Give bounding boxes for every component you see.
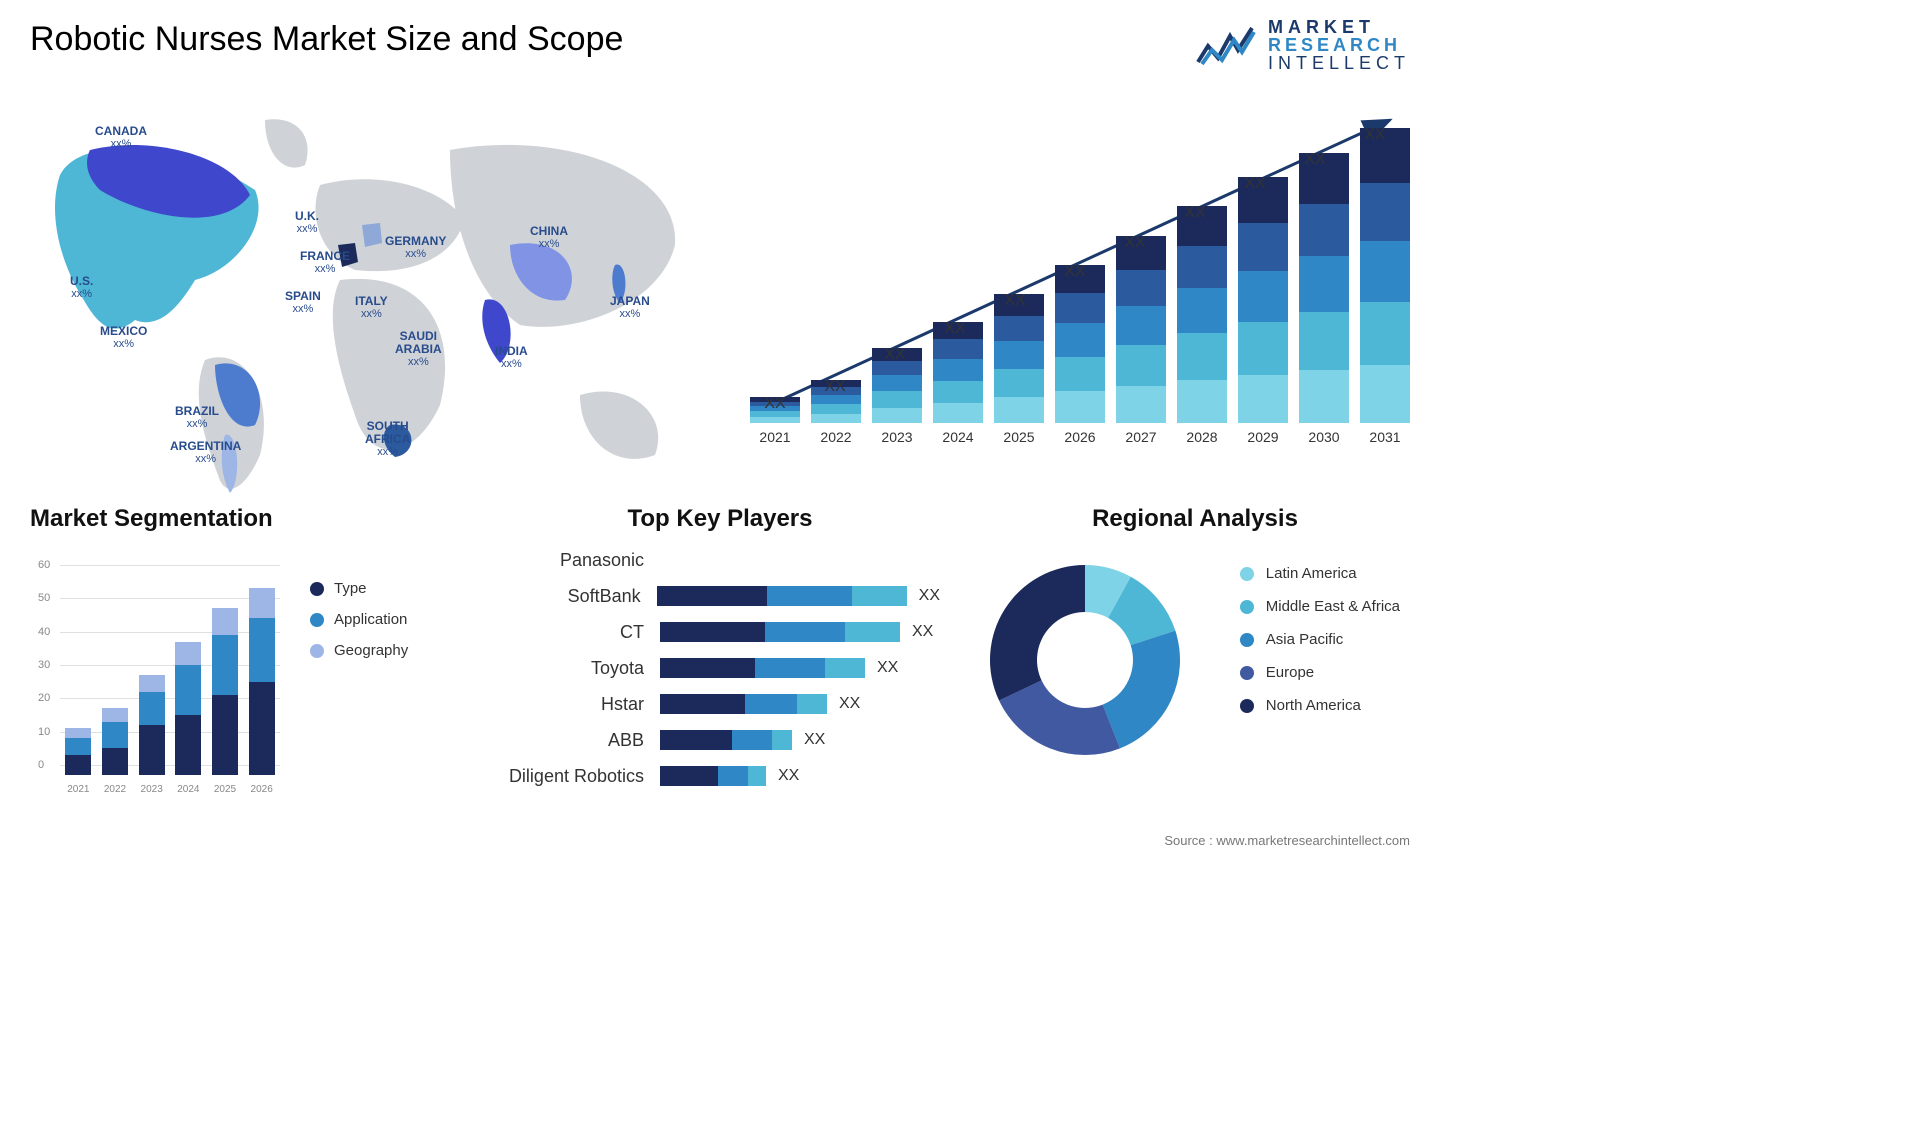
- segmentation-chart: 0102030405060202120222023202420252026: [30, 555, 280, 795]
- source-credit: Source : www.marketresearchintellect.com: [1164, 833, 1410, 848]
- map-label-india: INDIAxx%: [495, 345, 528, 370]
- ra-legend-middle-east-africa: Middle East & Africa: [1240, 598, 1400, 615]
- growth-chart: 2021202220232024202520262027202820292030…: [750, 105, 1410, 475]
- seg-bar-2026: [249, 588, 275, 775]
- map-label-france: FRANCExx%: [300, 250, 350, 275]
- map-label-germany: GERMANYxx%: [385, 235, 446, 260]
- seg-bar-2025: [212, 608, 238, 775]
- map-label-mexico: MEXICOxx%: [100, 325, 147, 350]
- map-label-south-africa: SOUTHAFRICAxx%: [365, 420, 410, 458]
- growth-bar-2025: 2025: [994, 294, 1044, 445]
- ra-legend-north-america: North America: [1240, 697, 1400, 714]
- growth-bar-2030: 2030: [1299, 153, 1349, 445]
- donut-seg-north-america: [990, 565, 1085, 700]
- ra-legend-latin-america: Latin America: [1240, 565, 1400, 582]
- growth-bar-2029: 2029: [1238, 177, 1288, 445]
- map-label-spain: SPAINxx%: [285, 290, 321, 315]
- kp-row-diligent-robotics: Diligent RoboticsXX: [500, 763, 940, 789]
- seg-bar-2022: [102, 708, 128, 775]
- regional-legend: Latin America Middle East & Africa Asia Pa…: [1240, 565, 1400, 730]
- growth-bar-2026: 2026: [1055, 265, 1105, 445]
- key-players-panel: Top Key Players Panasonic SoftBankXX CTXX T…: [500, 505, 940, 805]
- regional-donut-chart: [980, 555, 1190, 765]
- map-label-china: CHINAxx%: [530, 225, 568, 250]
- logo-line2: RESEARCH: [1268, 36, 1410, 54]
- kp-row-hstar: HstarXX: [500, 691, 940, 717]
- seg-legend-type: Type: [310, 580, 408, 597]
- map-shape-australia: [580, 391, 658, 458]
- segmentation-panel: Market Segmentation 01020304050602021202…: [30, 505, 470, 805]
- map-label-brazil: BRAZILxx%: [175, 405, 219, 430]
- kp-row-ct: CTXX: [500, 619, 940, 645]
- regional-panel: Regional Analysis Latin America Middle Ea…: [980, 505, 1410, 805]
- kp-row-toyota: ToyotaXX: [500, 655, 940, 681]
- map-label-saudi-arabia: SAUDIARABIAxx%: [395, 330, 442, 368]
- donut-seg-asia-pacific: [1103, 631, 1180, 749]
- map-label-u.k.: U.K.xx%: [295, 210, 319, 235]
- page-title: Robotic Nurses Market Size and Scope: [30, 20, 623, 59]
- logo-line1: MARKET: [1268, 18, 1410, 36]
- logo-line3: INTELLECT: [1268, 54, 1410, 72]
- map-label-canada: CANADAxx%: [95, 125, 147, 150]
- growth-bar-2027: 2027: [1116, 236, 1166, 445]
- growth-bar-2024: 2024: [933, 322, 983, 445]
- key-players-title: Top Key Players: [500, 505, 940, 533]
- seg-legend-geography: Geography: [310, 642, 408, 659]
- ra-legend-asia-pacific: Asia Pacific: [1240, 631, 1400, 648]
- segmentation-legend: Type Application Geography: [310, 580, 408, 673]
- key-players-chart: Panasonic SoftBankXX CTXX ToyotaXX HstarXX AB…: [500, 547, 940, 789]
- kp-row-softbank: SoftBankXX: [500, 583, 940, 609]
- map-label-u.s.: U.S.xx%: [70, 275, 93, 300]
- kp-row-panasonic: Panasonic: [500, 547, 940, 573]
- map-label-argentina: ARGENTINAxx%: [170, 440, 241, 465]
- seg-bar-2024: [175, 642, 201, 775]
- ra-legend-europe: Europe: [1240, 664, 1400, 681]
- seg-legend-application: Application: [310, 611, 408, 628]
- brand-logo: MARKET RESEARCH INTELLECT: [1196, 18, 1410, 72]
- map-shape-greenland: [265, 119, 308, 167]
- map-label-italy: ITALYxx%: [355, 295, 388, 320]
- logo-icon: [1196, 22, 1256, 68]
- regional-title: Regional Analysis: [980, 505, 1410, 533]
- world-map: CANADAxx% U.S.xx% MEXICOxx% BRAZILxx% ARGENT…: [20, 95, 720, 495]
- growth-bar-2031: 2031: [1360, 128, 1410, 445]
- map-shape-germany-hl: [362, 223, 382, 247]
- seg-bar-2023: [139, 675, 165, 775]
- map-label-japan: JAPANxx%: [610, 295, 650, 320]
- seg-bar-2021: [65, 728, 91, 775]
- kp-row-abb: ABBXX: [500, 727, 940, 753]
- segmentation-title: Market Segmentation: [30, 505, 470, 533]
- growth-bar-2028: 2028: [1177, 206, 1227, 445]
